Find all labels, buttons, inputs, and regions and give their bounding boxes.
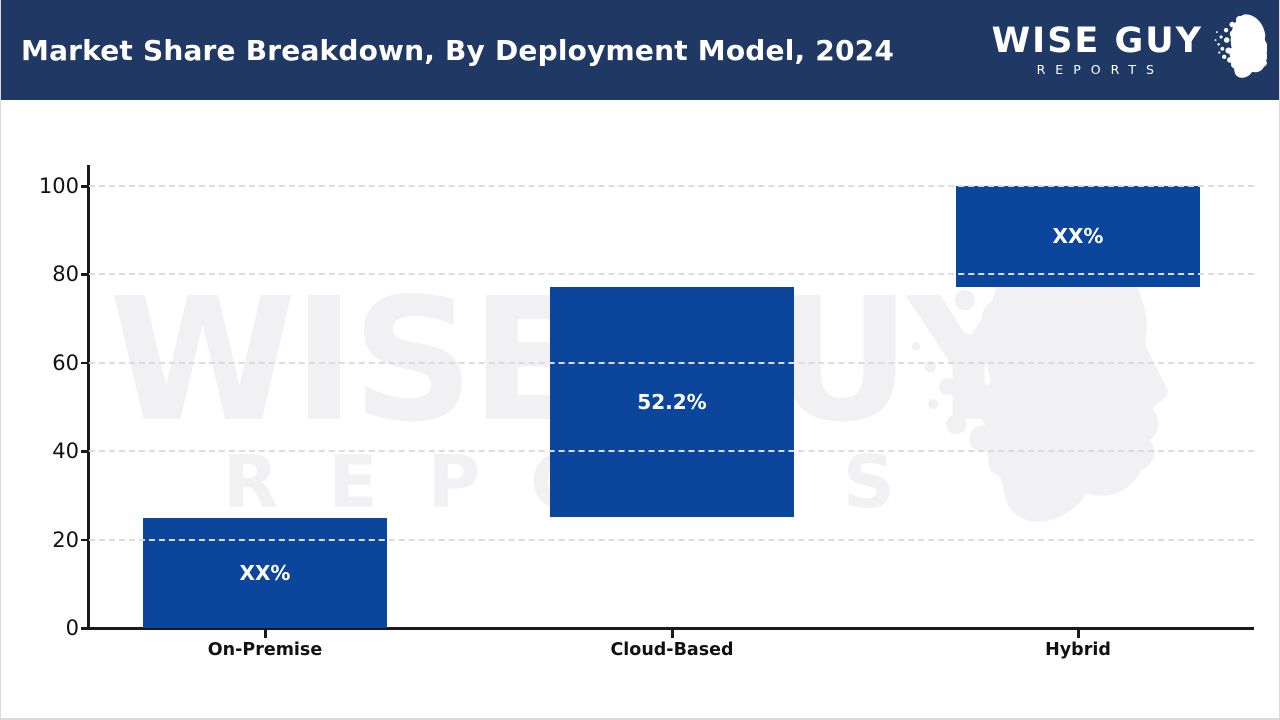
bar-on-premise [143, 517, 387, 628]
y-tick-label-20: 20 [52, 527, 79, 552]
brand-subtitle: REPORTS [1036, 61, 1164, 77]
bar-value-label: XX% [239, 560, 291, 585]
y-tick-label-60: 60 [52, 350, 79, 375]
y-tick-20 [81, 538, 89, 542]
x-category-label: Hybrid [1045, 640, 1111, 660]
y-tick-80 [81, 273, 89, 276]
x-category-label: On-Premise [207, 640, 323, 660]
y-tick-100 [81, 185, 89, 188]
bar-value-label: XX% [1052, 224, 1104, 249]
bar-cloud-based [550, 286, 794, 518]
x-category-label: Cloud-Based [610, 640, 734, 660]
gridline-100 [89, 185, 1254, 187]
x-tick-2 [1077, 630, 1080, 638]
x-tick-1 [671, 630, 674, 638]
brand-logo: WISE GUY REPORTS [992, 8, 1267, 92]
x-tick-0 [264, 630, 267, 638]
y-tick-label-100: 100 [38, 174, 79, 198]
gridline-20 [89, 538, 1254, 541]
gridline-80 [89, 273, 1254, 276]
y-tick-label-40: 40 [52, 439, 79, 464]
x-axis-line [87, 627, 1254, 630]
header: Market Share Breakdown, By Deployment Mo… [1, 0, 1279, 100]
y-axis-line [87, 165, 90, 630]
gridline-40 [89, 450, 1254, 453]
brand-name: WISE GUY [991, 20, 1203, 61]
y-tick-40 [81, 450, 89, 453]
y-tick-label-0: 0 [65, 616, 79, 640]
brand-logo-text: WISE GUY REPORTS [991, 20, 1203, 77]
y-tick-label-80: 80 [52, 262, 79, 287]
bar-hybrid [956, 186, 1200, 287]
bar-value-label: 52.2% [637, 390, 707, 415]
y-tick-0 [81, 627, 89, 630]
y-tick-60 [81, 361, 89, 365]
page-title: Market Share Breakdown, By Deployment Mo… [21, 33, 895, 67]
gridline-60 [89, 361, 1254, 364]
